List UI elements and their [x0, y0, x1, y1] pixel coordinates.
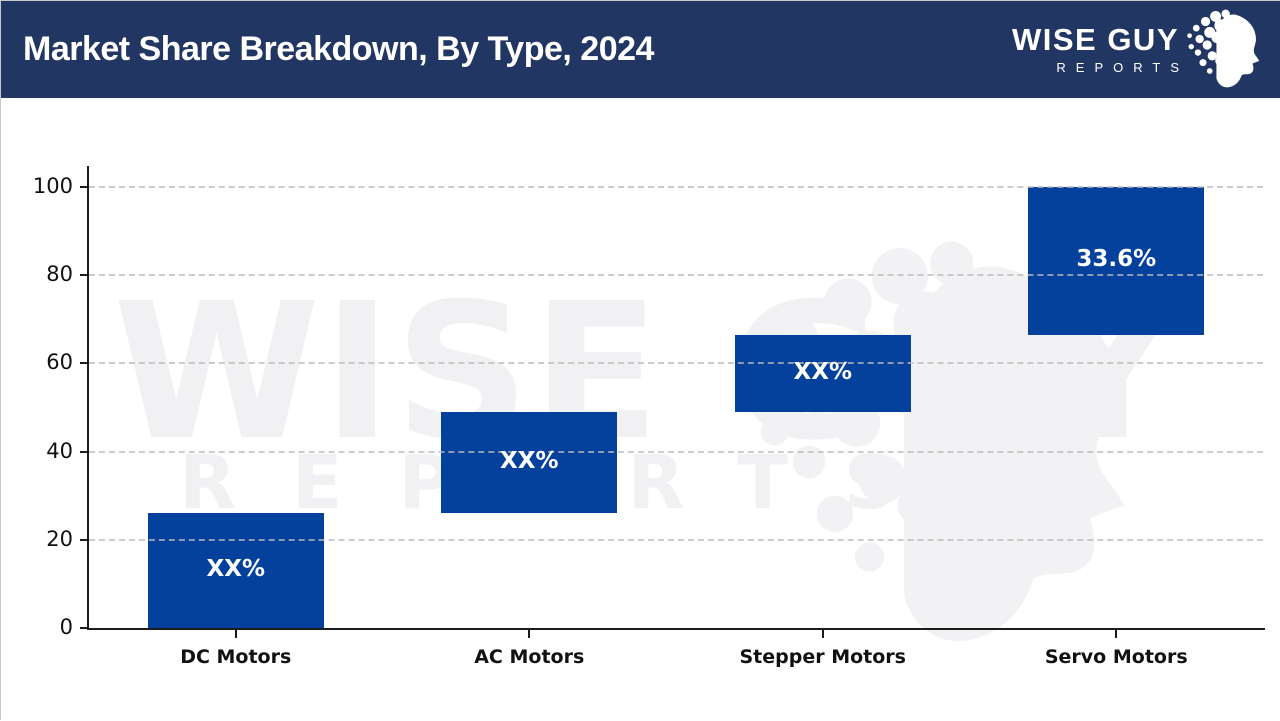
- x-tick-mark: [234, 630, 237, 638]
- gridline: [89, 186, 1263, 189]
- x-axis-line: [87, 628, 1265, 630]
- bar-ac-motors: [441, 411, 618, 514]
- y-axis-line: [87, 166, 89, 630]
- x-category-label-dc-motors: DC Motors: [180, 646, 292, 668]
- x-tick-mark: [528, 630, 531, 638]
- y-tick-label: 80: [46, 262, 73, 287]
- logo-wordmark: WISE GUY REPORTS: [1012, 24, 1179, 75]
- y-tick-label: 40: [46, 438, 73, 463]
- bar-label-servo-motors: 33.6%: [1076, 246, 1157, 273]
- y-tick-label: 20: [46, 526, 73, 551]
- x-category-label-stepper-motors: Stepper Motors: [739, 646, 906, 668]
- y-tick-label: 100: [32, 174, 73, 199]
- logo-line1: WISE GUY: [1011, 22, 1179, 58]
- gridline: [89, 450, 1263, 453]
- y-tick-mark: [80, 274, 87, 277]
- y-tick-mark: [80, 538, 87, 541]
- page-title: Market Share Breakdown, By Type, 2024: [23, 30, 654, 68]
- y-tick-label: 0: [59, 615, 73, 639]
- x-tick-mark: [821, 630, 824, 638]
- x-category-label-ac-motors: AC Motors: [474, 646, 585, 668]
- bar-dc-motors: [147, 513, 324, 628]
- y-tick-mark: [80, 362, 87, 365]
- y-tick-mark: [80, 627, 87, 629]
- waterfall-chart: 0 20 40 60 80 100 XX% DC Motors XX% AC Motors XX% S…: [33, 166, 1265, 668]
- gridline: [89, 274, 1263, 277]
- bar-label-stepper-motors: XX%: [793, 358, 852, 385]
- y-tick-mark: [80, 450, 87, 453]
- logo-line2: REPORTS: [1056, 59, 1189, 75]
- logo-head-icon: [1181, 8, 1267, 92]
- bar-label-dc-motors: XX%: [206, 555, 265, 582]
- wise-guy-logo: WISE GUY REPORTS: [1012, 8, 1267, 92]
- header: Market Share Breakdown, By Type, 2024 WI…: [1, 1, 1280, 98]
- bar-label-ac-motors: XX%: [499, 447, 559, 474]
- gridline: [89, 362, 1263, 365]
- x-tick-mark: [1115, 630, 1118, 638]
- y-tick-label: 60: [46, 350, 73, 375]
- y-tick-mark: [80, 186, 87, 189]
- gridline: [89, 538, 1263, 541]
- x-category-label-servo-motors: Servo Motors: [1044, 646, 1188, 668]
